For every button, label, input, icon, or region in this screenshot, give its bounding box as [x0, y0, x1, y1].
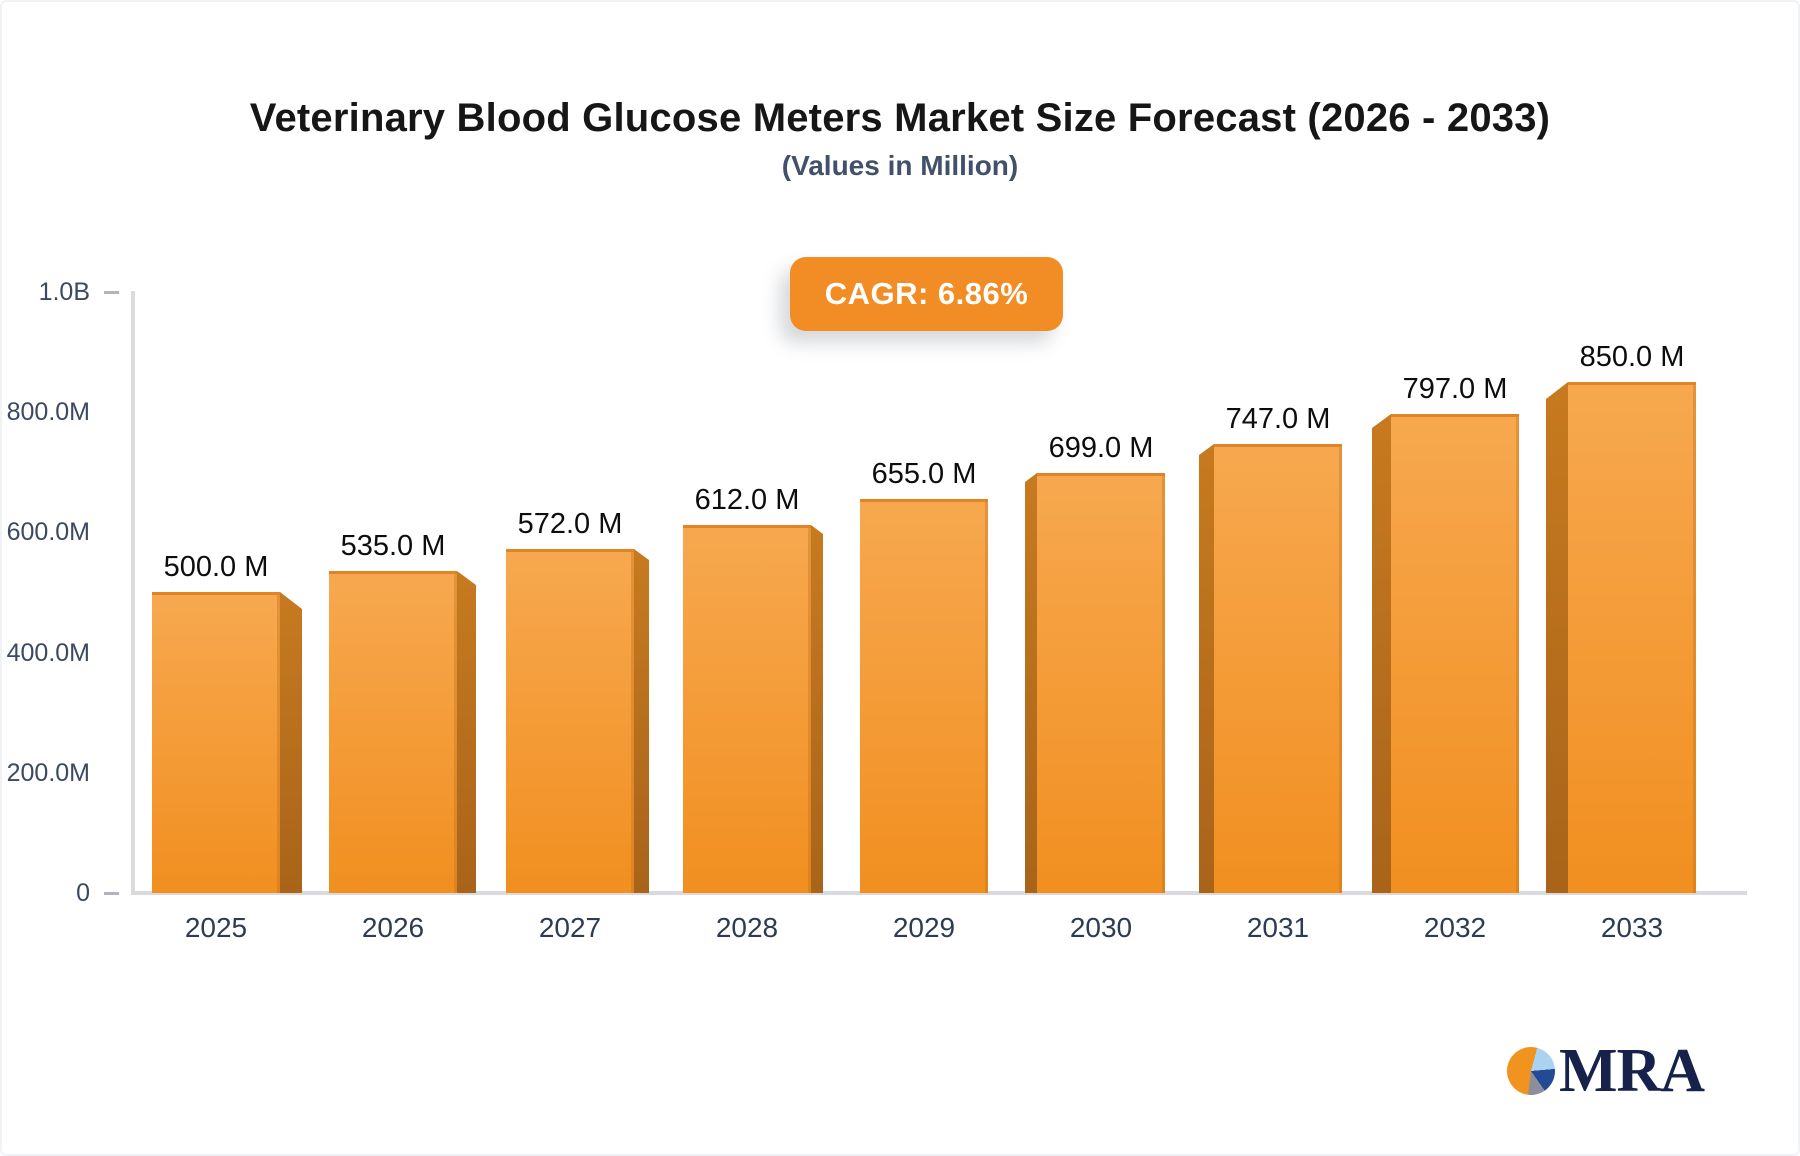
bar-value-label-2026: 535.0 M [340, 530, 446, 562]
x-tick-label-2033: 2033 [1600, 912, 1664, 943]
bar-value-label-2027: 572.0 M [517, 508, 623, 540]
bar-2033 [1568, 382, 1696, 893]
bar-value-label-2029: 655.0 M [871, 458, 977, 490]
bar-side-2025 [280, 592, 302, 893]
bar-2029 [860, 499, 988, 893]
x-tick-label-2026: 2026 [361, 912, 425, 943]
bar-value-label-2033: 850.0 M [1579, 341, 1685, 373]
bar-side-2031 [1199, 444, 1214, 893]
x-tick-label-2031: 2031 [1246, 912, 1310, 943]
pie-chart-logo-icon [1507, 1047, 1555, 1095]
bar-value-label-2031: 747.0 M [1225, 403, 1331, 435]
bar-side-2033 [1546, 382, 1568, 893]
bar-side-2030 [1025, 473, 1037, 893]
y-tick-mark [104, 291, 119, 294]
bar-value-label-2028: 612.0 M [694, 484, 800, 516]
bar-value-label-2032: 797.0 M [1402, 373, 1508, 405]
bar-side-2026 [457, 571, 476, 893]
y-tick-label: 200.0M [6, 758, 90, 787]
x-axis-line [131, 891, 1747, 895]
x-tick-label-2032: 2032 [1423, 912, 1487, 943]
brand-logo: MRA [1507, 1037, 1705, 1105]
y-tick-mark [104, 892, 119, 895]
bar-2027 [506, 549, 634, 893]
bar-2025 [152, 592, 280, 893]
cagr-badge-label: CAGR: 6.86% [824, 276, 1029, 311]
bar-side-2027 [634, 549, 649, 893]
y-tick-label: 600.0M [6, 518, 90, 547]
brand-logo-text: MRA [1559, 1037, 1705, 1105]
x-tick-label-2029: 2029 [892, 912, 956, 943]
cagr-badge: CAGR: 6.86% [790, 257, 1063, 331]
bar-side-2028 [811, 525, 823, 893]
bar-2028 [683, 525, 811, 893]
x-tick-label-2025: 2025 [184, 912, 248, 943]
y-tick-label: 800.0M [6, 398, 90, 427]
bar-2032 [1391, 414, 1519, 893]
y-axis-line [131, 291, 135, 893]
bar-value-label-2025: 500.0 M [163, 551, 269, 583]
bar-2030 [1037, 473, 1165, 893]
y-tick-label: 1.0B [38, 278, 90, 306]
bar-2031 [1214, 444, 1342, 893]
chart-subtitle: (Values in Million) [781, 150, 1019, 181]
bar-value-label-2030: 699.0 M [1048, 432, 1154, 464]
y-tick-label: 0 [76, 879, 90, 907]
bar-2026 [329, 571, 457, 893]
x-tick-label-2027: 2027 [538, 912, 602, 943]
y-tick-label: 400.0M [6, 638, 90, 667]
bar-side-2032 [1372, 414, 1391, 893]
x-tick-label-2030: 2030 [1069, 912, 1133, 943]
x-tick-label-2028: 2028 [715, 912, 779, 943]
chart-title: Veterinary Blood Glucose Meters Market S… [249, 96, 1551, 140]
